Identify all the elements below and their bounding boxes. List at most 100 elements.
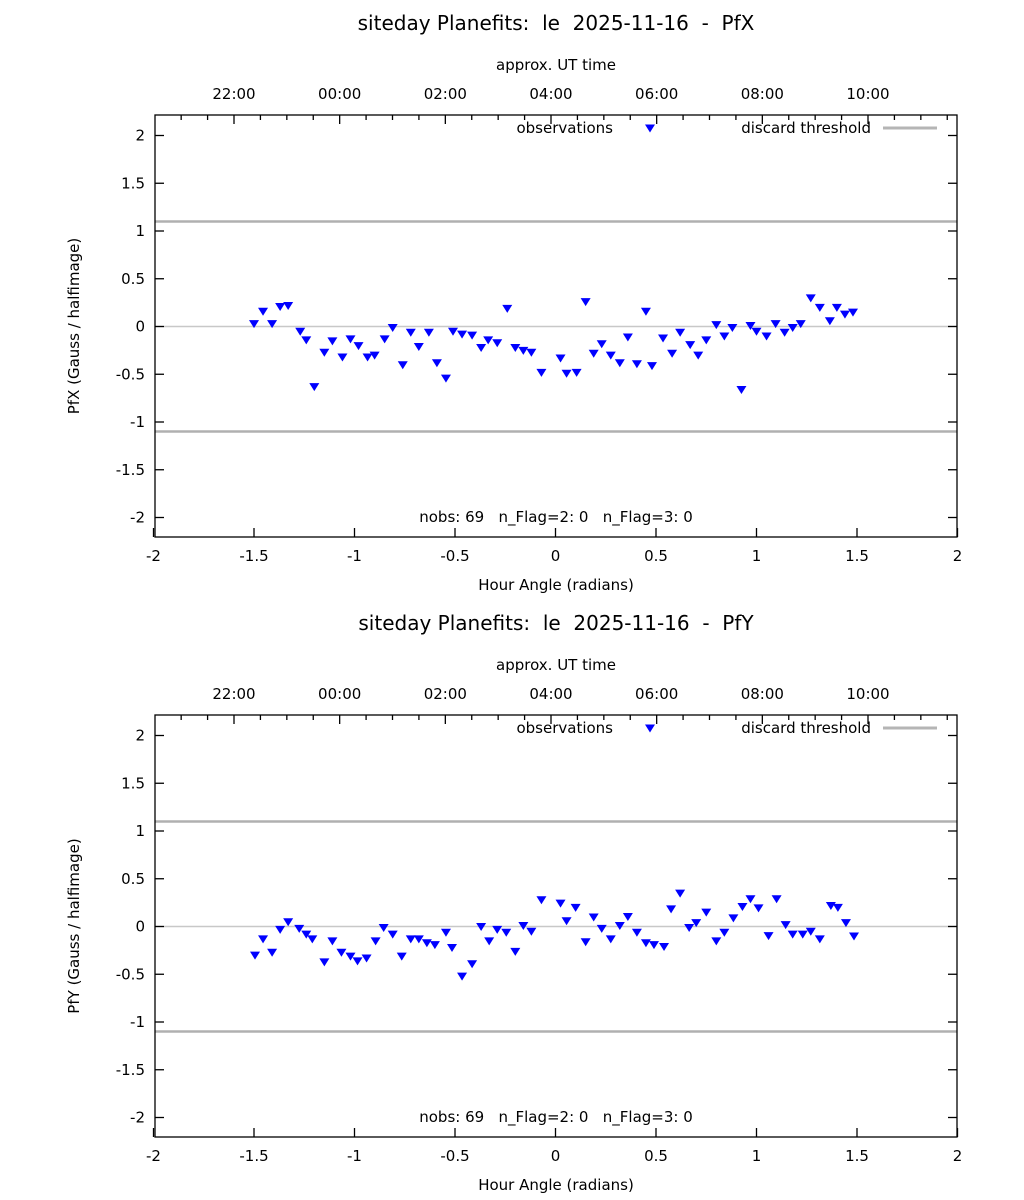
observation-marker	[588, 349, 599, 358]
observation-marker	[711, 321, 722, 330]
plot-canvas-pfy: 2 1.5 1 0.5 0 -0.5 -1 -1.5 -2 -2 -1.5 -1 -0.5 0 0.5 1 1.…	[116, 685, 963, 1165]
x-tick-label: -1	[347, 547, 362, 565]
observation-marker	[675, 889, 686, 898]
observation-marker	[596, 924, 607, 933]
observation-marker	[440, 374, 451, 383]
observation-marker	[719, 332, 730, 341]
observation-marker	[745, 895, 756, 904]
plot-canvas-pfx: 2 1.5 1 0.5 0 -0.5 -1 -1.5 -2 -2 -1.5 -1 -0.5 0 0.5 1 1.…	[116, 85, 963, 565]
y-tick-label: 1.5	[121, 774, 145, 792]
observation-marker	[737, 902, 748, 911]
observation-marker	[447, 327, 458, 336]
observation-marker	[283, 918, 294, 927]
y-tick-label: 0.5	[121, 870, 145, 888]
y-tick-label: 2	[135, 127, 145, 145]
observation-marker	[751, 327, 762, 336]
observation-marker	[429, 941, 440, 950]
observation-marker	[701, 908, 712, 917]
observation-marker	[405, 328, 416, 337]
x-tick-label: 2	[953, 547, 963, 565]
observation-marker	[631, 928, 642, 937]
observation-marker	[685, 341, 696, 350]
observation-marker	[526, 927, 537, 936]
observation-marker	[295, 327, 306, 336]
observation-marker	[476, 344, 487, 353]
observation-marker	[561, 917, 572, 926]
x-tick-label: 0.5	[644, 547, 668, 565]
observation-marker	[561, 369, 572, 378]
observation-marker	[570, 903, 581, 912]
observation-marker	[824, 317, 835, 326]
x-tick-label: 1	[752, 1147, 762, 1165]
observation-marker	[379, 335, 390, 344]
observation-marker	[780, 921, 791, 930]
ut-tick-label: 22:00	[212, 85, 255, 103]
observation-marker	[701, 336, 712, 345]
y-tick-label: 1	[135, 222, 145, 240]
top-axis-title: approx. UT time	[496, 656, 616, 674]
observation-marker	[518, 922, 529, 931]
observation-marker	[467, 960, 478, 969]
observation-marker	[457, 330, 468, 339]
observation-marker	[362, 353, 373, 362]
observation-marker	[457, 972, 468, 981]
ut-tick-label: 06:00	[635, 685, 678, 703]
observation-marker	[571, 368, 582, 377]
y-tick-label: 0	[135, 918, 145, 936]
observation-marker	[832, 903, 843, 912]
observation-marker	[440, 928, 451, 937]
observation-marker	[378, 923, 389, 932]
y-tick-label: 1	[135, 822, 145, 840]
y-tick-label: -1	[130, 413, 145, 431]
y-tick-label: 0	[135, 318, 145, 336]
observation-marker	[352, 957, 363, 966]
observation-marker	[518, 346, 529, 355]
observation-marker	[327, 337, 338, 346]
observation-marker	[510, 344, 521, 353]
observation-marker	[728, 914, 739, 923]
observation-marker	[736, 386, 747, 395]
observation-marker	[301, 930, 312, 939]
x-tick-label: 1	[752, 547, 762, 565]
observation-marker	[797, 930, 808, 939]
x-tick-label: 2	[953, 1147, 963, 1165]
observation-marker	[397, 361, 408, 370]
y-tick-label: 2	[135, 727, 145, 745]
observation-marker	[771, 895, 782, 904]
chart-panel-pfy: siteday Planefits: le 2025-11-16 - PfY a…	[0, 600, 1024, 1200]
y-tick-label: -0.5	[116, 365, 145, 383]
ut-tick-label: 04:00	[529, 85, 572, 103]
y-tick-label: -1.5	[116, 1061, 145, 1079]
ut-tick-label: 02:00	[424, 85, 467, 103]
observation-marker	[476, 923, 487, 931]
observation-marker	[501, 928, 512, 937]
observation-marker	[787, 930, 798, 939]
observation-marker	[614, 359, 625, 368]
observation-marker	[526, 348, 537, 357]
observation-marker	[267, 948, 278, 957]
observation-marker	[536, 896, 547, 905]
y-tick-label: -1	[130, 1013, 145, 1031]
ut-tick-label: 08:00	[741, 85, 784, 103]
observation-marker	[327, 937, 338, 946]
observation-marker	[614, 922, 625, 931]
observation-marker	[423, 328, 434, 337]
observation-marker	[848, 932, 859, 941]
observation-marker	[345, 335, 356, 344]
observation-marker	[510, 947, 521, 956]
observation-marker	[814, 935, 825, 944]
ut-tick-label: 10:00	[846, 85, 889, 103]
observation-marker	[814, 303, 825, 312]
y-tick-label: 0.5	[121, 270, 145, 288]
observation-marker	[839, 310, 850, 319]
observation-marker	[387, 930, 398, 939]
observation-marker	[258, 935, 269, 944]
observation-marker	[805, 927, 816, 936]
observation-marker	[605, 935, 616, 944]
observation-marker	[667, 349, 678, 358]
observation-marker	[666, 905, 677, 914]
observation-marker	[787, 323, 798, 332]
chart-title: siteday Planefits: le 2025-11-16 - PfX	[357, 11, 755, 35]
y-tick-label: -0.5	[116, 965, 145, 983]
observation-marker	[622, 333, 633, 342]
